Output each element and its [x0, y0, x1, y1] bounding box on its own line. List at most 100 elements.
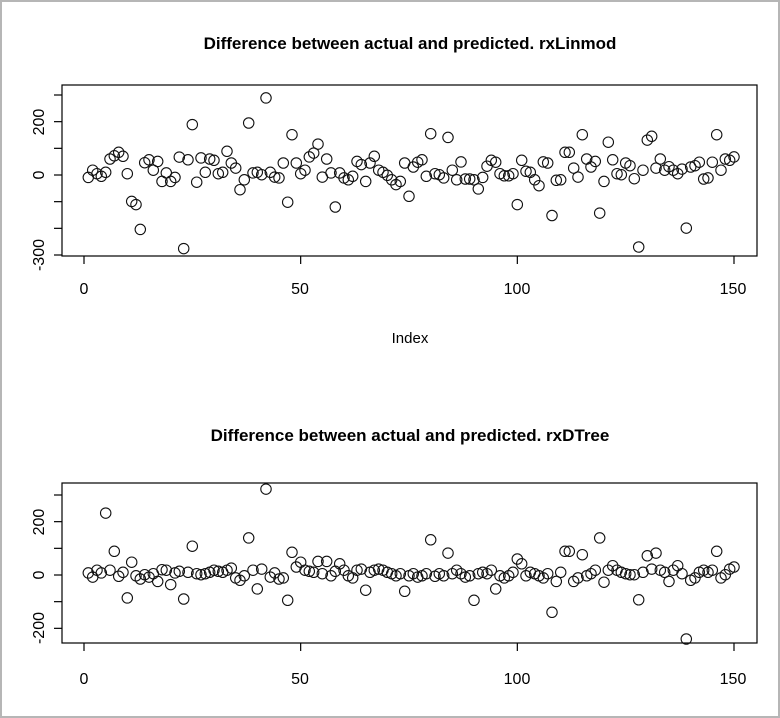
data-point: [684, 161, 697, 173]
chart-area-rxdtree: [54, 482, 758, 651]
data-point: [593, 207, 606, 219]
data-point: [611, 167, 623, 180]
data-point: [598, 175, 610, 188]
data-point: [182, 154, 194, 166]
data-point: [273, 172, 285, 184]
data-point: [325, 570, 337, 582]
data-point: [216, 166, 229, 179]
data-point: [459, 173, 472, 185]
data-point: [602, 136, 615, 148]
data-point: [195, 152, 207, 164]
data-point: [420, 170, 433, 183]
data-point: [658, 566, 671, 579]
data-point: [320, 555, 333, 568]
data-point: [728, 561, 740, 573]
data-point: [260, 92, 272, 104]
data-point: [442, 131, 454, 144]
data-point: [628, 568, 641, 581]
data-point: [628, 172, 641, 185]
data-point: [515, 558, 528, 570]
data-point: [294, 167, 307, 180]
data-point: [650, 162, 662, 174]
data-point: [312, 138, 324, 150]
data-point: [108, 545, 121, 558]
data-point: [190, 567, 203, 580]
data-point: [589, 564, 602, 576]
data-point: [606, 154, 619, 166]
data-point: [177, 593, 190, 605]
data-point: [355, 158, 368, 171]
data-point: [286, 128, 298, 141]
data-point: [130, 198, 142, 211]
x-tick-label: 150: [719, 281, 747, 298]
data-point: [468, 594, 480, 607]
data-point: [632, 241, 645, 253]
data-point: [186, 540, 199, 552]
data-point: [186, 118, 199, 131]
data-point: [264, 571, 277, 583]
data-point: [117, 566, 129, 579]
data-point: [169, 171, 181, 184]
x-tick-label: 100: [503, 281, 531, 298]
data-point: [437, 172, 450, 184]
data-point: [95, 567, 108, 579]
y-tick-label: -300: [31, 238, 48, 272]
data-point: [95, 170, 108, 183]
data-point: [86, 164, 99, 176]
data-point: [247, 564, 259, 576]
data-point: [645, 563, 658, 575]
data-point: [316, 567, 329, 580]
data-point: [368, 564, 381, 576]
data-point: [689, 159, 701, 172]
data-point: [234, 183, 246, 196]
data-point: [329, 201, 342, 213]
data-point: [247, 167, 259, 179]
data-point: [619, 567, 632, 580]
data-point: [82, 567, 95, 579]
data-point: [398, 585, 411, 598]
data-point: [550, 174, 563, 187]
data-point: [671, 559, 684, 572]
data-point: [303, 151, 316, 163]
y-tick-label: 0: [31, 170, 48, 180]
data-point: [251, 583, 264, 595]
y-tick-label: -200: [31, 611, 48, 645]
data-point: [203, 153, 216, 165]
data-point: [515, 154, 528, 167]
data-point: [632, 594, 645, 606]
data-point: [511, 198, 524, 211]
data-point: [446, 164, 459, 176]
data-point: [498, 170, 511, 182]
data-point: [450, 564, 463, 576]
data-point: [676, 163, 688, 175]
data-point: [546, 606, 558, 619]
data-point: [715, 164, 727, 176]
data-point: [554, 566, 567, 579]
data-point: [112, 146, 125, 159]
data-point: [437, 570, 450, 582]
data-point: [710, 128, 723, 141]
data-point: [554, 174, 567, 186]
data-point: [541, 157, 554, 169]
data-point: [351, 564, 363, 576]
chart-area-rxlinmod: [54, 84, 758, 264]
data-point: [368, 150, 381, 163]
data-point: [702, 172, 714, 184]
data-point: [481, 567, 493, 580]
data-point: [238, 174, 251, 186]
data-point: [212, 565, 225, 578]
data-point: [281, 594, 294, 607]
data-point: [615, 566, 628, 579]
plot-box: [61, 482, 758, 644]
data-point: [173, 565, 186, 578]
data-point: [658, 164, 671, 176]
data-point: [489, 583, 502, 595]
data-point: [450, 174, 463, 186]
data-point: [134, 223, 147, 236]
data-point: [238, 570, 251, 582]
data-point: [277, 157, 290, 169]
data-point: [307, 566, 320, 579]
chart-title-rxlinmod: Difference between actual and predicted.…: [203, 34, 617, 53]
data-point: [572, 171, 584, 183]
x-tick-label: 100: [503, 671, 531, 688]
